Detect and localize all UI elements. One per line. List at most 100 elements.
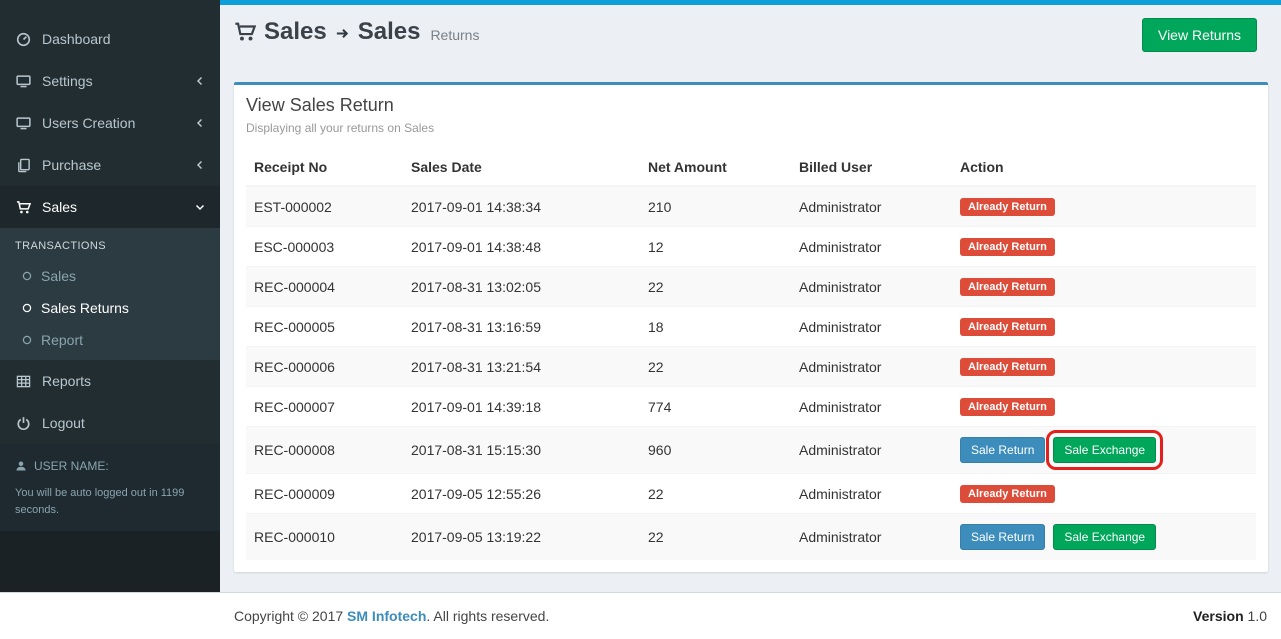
table-row: REC-000004 2017-08-31 13:02:05 22 Administr… [246,266,1256,307]
action-cell: Sale Return Sale Exchange [952,426,1256,474]
net-amount-cell: 774 [640,386,791,427]
monitor-icon [15,116,32,131]
action-cell: Already Return [952,473,1256,514]
billed-user-cell: Administrator [791,386,952,427]
panel-title: View Sales Return [246,95,394,115]
submenu-item-sales[interactable]: Sales [0,260,220,292]
billed-user-cell: Administrator [791,346,952,387]
copyright-suffix: . All rights reserved. [426,608,550,624]
net-amount-cell: 22 [640,473,791,514]
column-header-billed-user: Billed User [791,149,952,187]
already-return-badge: Already Return [960,358,1055,376]
table-row: REC-000010 2017-09-05 13:19:22 22 Administr… [246,513,1256,560]
action-cell: Already Return [952,386,1256,427]
submenu-item-sales-returns[interactable]: Sales Returns [0,292,220,324]
power-icon [15,416,32,431]
submenu-header: TRANSACTIONS [15,240,106,252]
receipt-no-cell: REC-000008 [246,426,403,474]
sale-return-button[interactable]: Sale Return [960,437,1046,463]
copyright-prefix: Copyright © 2017 [234,608,348,624]
sidebar-item-users-creation[interactable]: Users Creation [0,102,220,144]
sidebar-item-purchase[interactable]: Purchase [0,144,220,186]
circle-icon [21,303,32,313]
arrow-icon [335,23,350,41]
table-row: REC-000009 2017-09-05 12:55:26 22 Administr… [246,473,1256,514]
sidebar-item-settings[interactable]: Settings [0,60,220,102]
chevron-left-icon [195,118,205,128]
sale-return-button[interactable]: Sale Return [960,524,1046,550]
receipt-no-cell: REC-000010 [246,513,403,560]
auto-logout-message: You will be auto logged out in 1199 seco… [15,487,185,517]
company-link[interactable]: SM Infotech [347,608,427,624]
column-header-action: Action [952,149,1256,187]
action-cell: Already Return [952,226,1256,267]
receipt-no-cell: REC-000009 [246,473,403,514]
submenu-item-label: Report [41,332,84,348]
view-returns-button[interactable]: View Returns [1141,18,1257,52]
page-title: Sales Sales Returns [234,18,479,46]
sidebar: Dashboard Settings Users Creation Purchase S… [0,0,220,592]
already-return-badge: Already Return [960,318,1055,336]
sidebar-item-sales[interactable]: Sales [0,186,220,228]
chevron-left-icon [195,160,205,170]
table-row: ESC-000003 2017-09-01 14:38:48 12 Administr… [246,226,1256,267]
billed-user-cell: Administrator [791,266,952,307]
submenu-item-label: Sales Returns [41,300,129,316]
receipt-no-cell: ESC-000003 [246,226,403,267]
version-label: Version [1193,608,1244,624]
main-content: Sales Sales Returns View Returns View Sa… [220,0,1281,592]
sales-date-cell: 2017-09-01 14:39:18 [403,386,640,427]
sidebar-menu: Dashboard Settings Users Creation Purchase S… [0,0,220,444]
sales-date-cell: 2017-09-01 14:38:34 [403,185,640,227]
table-body: EST-000002 2017-09-01 14:38:34 210 Administ… [246,185,1256,560]
table-row: EST-000002 2017-09-01 14:38:34 210 Administ… [246,185,1256,227]
user-name-row: USER NAME: [15,459,205,473]
sales-date-cell: 2017-09-05 13:19:22 [403,513,640,560]
sidebar-item-label: Reports [42,373,92,389]
sidebar-item-reports[interactable]: Reports [0,360,220,402]
receipt-no-cell: REC-000006 [246,346,403,387]
billed-user-cell: Administrator [791,426,952,474]
already-return-badge: Already Return [960,485,1055,503]
net-amount-cell: 22 [640,513,791,560]
table-icon [15,374,32,389]
receipt-no-cell: REC-000007 [246,386,403,427]
sales-date-cell: 2017-09-01 14:38:48 [403,226,640,267]
sidebar-item-dashboard[interactable]: Dashboard [0,18,220,60]
user-panel: USER NAME: You will be auto logged out i… [0,444,220,532]
sidebar-item-label: Users Creation [42,115,136,131]
already-return-badge: Already Return [960,238,1055,256]
chevron-left-icon [195,76,205,86]
version-text: Version 1.0 [1193,608,1267,624]
column-header-receipt-no: Receipt No [246,149,403,187]
already-return-badge: Already Return [960,198,1055,216]
gauge-icon [15,32,32,47]
panel-subtitle: Displaying all your returns on Sales [246,121,435,135]
content-header: Sales Sales Returns View Returns [220,5,1281,52]
sidebar-item-logout[interactable]: Logout [0,402,220,444]
sidebar-filler [0,531,220,592]
main-wrap: Dashboard Settings Users Creation Purchase S… [0,0,1281,592]
user-name-label: USER NAME: [34,459,109,473]
table-row: REC-000007 2017-09-01 14:39:18 774 Administ… [246,386,1256,427]
billed-user-cell: Administrator [791,306,952,347]
billed-user-cell: Administrator [791,185,952,227]
column-header-sales-date: Sales Date [403,149,640,187]
receipt-no-cell: REC-000004 [246,266,403,307]
sale-exchange-button[interactable]: Sale Exchange [1053,524,1157,550]
table-row: REC-000006 2017-08-31 13:21:54 22 Administr… [246,346,1256,387]
action-cell: Already Return [952,266,1256,307]
cart-icon [15,200,32,215]
column-header-net-amount: Net Amount [640,149,791,187]
net-amount-cell: 210 [640,185,791,227]
sale-exchange-button[interactable]: Sale Exchange [1046,430,1164,470]
action-cell: Already Return [952,346,1256,387]
sales-date-cell: 2017-08-31 13:02:05 [403,266,640,307]
sales-return-panel: View Sales Return Displaying all your re… [234,82,1268,572]
circle-icon [21,335,32,345]
table-header-row: Receipt No Sales Date Net Amount Billed Use… [246,149,1256,187]
submenu-item-report[interactable]: Report [0,324,220,356]
cart-icon [234,21,256,43]
billed-user-cell: Administrator [791,513,952,560]
